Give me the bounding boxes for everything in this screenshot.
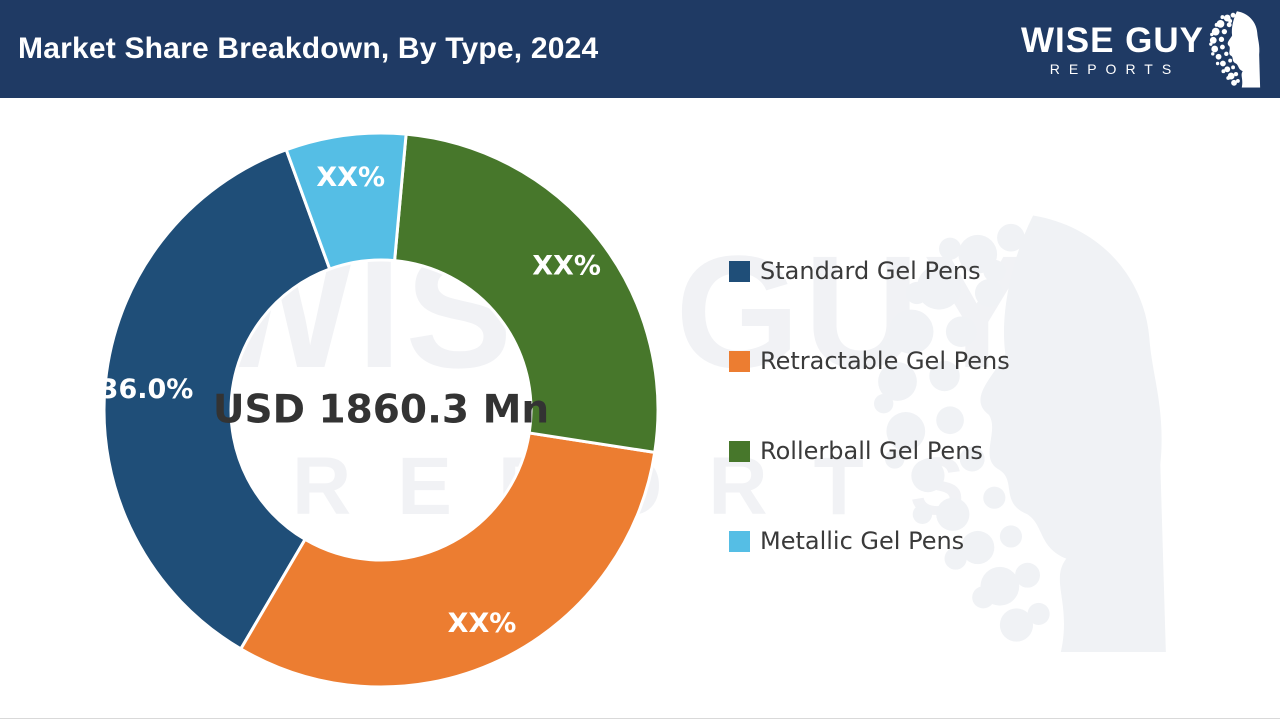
legend-item-1: Retractable Gel Pens xyxy=(729,346,1010,376)
legend-label: Metallic Gel Pens xyxy=(760,527,965,555)
legend-label: Rollerball Gel Pens xyxy=(760,437,983,465)
donut-slice-standard-gel-pens xyxy=(102,148,332,651)
chart-area: WISE GUY REPORTS 36.0% XX% XX% XX% USD 1860… xyxy=(0,98,1280,720)
wiseguy-face-icon xyxy=(1206,10,1264,88)
donut-slice-retractable-gel-pens xyxy=(239,431,657,689)
wiseguy-logo-text: WISE GUY REPORTS xyxy=(1021,23,1204,76)
wiseguy-logo: WISE GUY REPORTS xyxy=(1021,10,1264,88)
legend-swatch xyxy=(729,350,750,372)
legend-swatch xyxy=(729,530,750,552)
legend-item-3: Metallic Gel Pens xyxy=(729,526,1010,556)
logo-subtitle: REPORTS xyxy=(1049,60,1181,77)
slice-label-standard-gel-pens: 36.0% xyxy=(100,374,194,405)
legend: Standard Gel Pens Retractable Gel Pens Rol… xyxy=(729,256,1010,616)
slice-label-rollerball-gel-pens: XX% xyxy=(532,250,601,281)
bottom-divider xyxy=(0,718,1280,719)
legend-item-2: Rollerball Gel Pens xyxy=(729,436,1010,466)
donut-slice-rollerball-gel-pens xyxy=(393,132,660,454)
slice-label-metallic-gel-pens: XX% xyxy=(316,162,385,193)
legend-swatch xyxy=(729,440,750,462)
slice-label-retractable-gel-pens: XX% xyxy=(448,608,517,639)
legend-item-0: Standard Gel Pens xyxy=(729,256,1010,286)
donut-center-value: USD 1860.3 Mn xyxy=(212,387,550,433)
donut-chart: 36.0% XX% XX% XX% xyxy=(100,131,660,689)
page-title: Market Share Breakdown, By Type, 2024 xyxy=(18,32,599,65)
logo-wordmark: WISE GUY xyxy=(1020,20,1204,60)
legend-label: Standard Gel Pens xyxy=(760,257,981,285)
donut-slice-metallic-gel-pens xyxy=(284,131,408,271)
legend-swatch xyxy=(729,260,750,282)
legend-label: Retractable Gel Pens xyxy=(760,347,1010,375)
header: Market Share Breakdown, By Type, 2024 WI… xyxy=(0,0,1280,98)
